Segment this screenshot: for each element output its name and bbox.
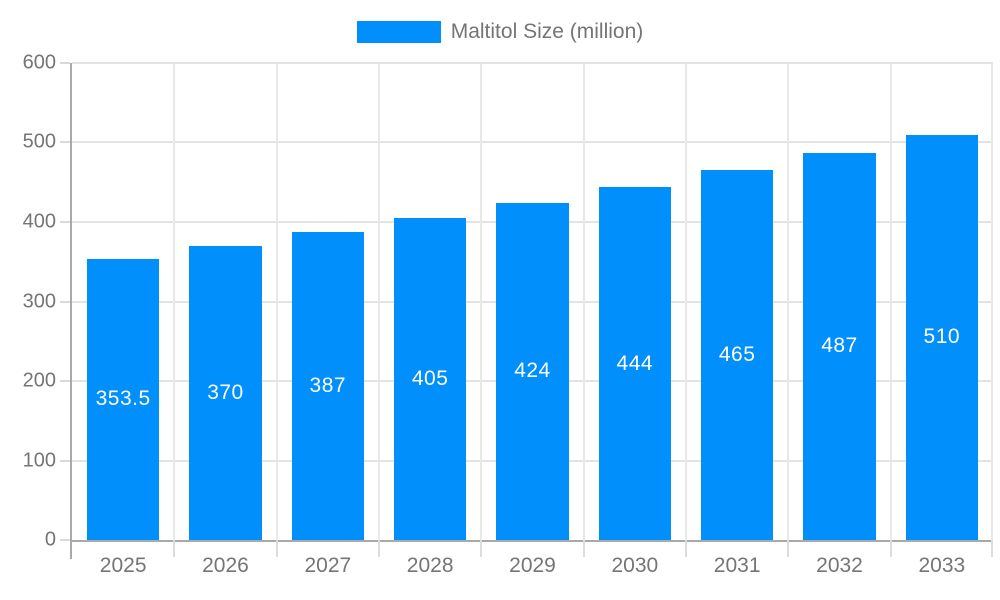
y-axis-tick-mark bbox=[60, 62, 70, 64]
gridline-vertical bbox=[889, 63, 892, 540]
x-axis-tick-mark bbox=[275, 540, 278, 557]
y-axis-tick-label: 500 bbox=[22, 130, 56, 153]
gridline-vertical bbox=[991, 63, 993, 540]
bar-value-label: 405 bbox=[411, 367, 449, 391]
bar-2028[interactable]: 405 bbox=[393, 218, 467, 540]
y-axis-tick-mark bbox=[60, 300, 70, 303]
y-axis-tick-label: 100 bbox=[22, 449, 56, 471]
gridline-vertical bbox=[684, 63, 687, 540]
gridline-horizontal bbox=[72, 62, 993, 64]
x-axis-tick-label: 2033 bbox=[918, 554, 966, 577]
x-axis-tick-mark bbox=[787, 540, 790, 557]
y-axis-labels: 0 100 200 300 400 500 600 bbox=[0, 52, 56, 551]
x-axis-tick-label: 2026 bbox=[202, 554, 249, 577]
x-axis-tick-label: 2032 bbox=[816, 554, 863, 577]
legend-label[interactable]: Maltitol Size (million) bbox=[450, 20, 644, 43]
bar-value-label: 487 bbox=[821, 334, 858, 358]
x-axis-tick-label: 2029 bbox=[509, 554, 556, 577]
x-axis-tick-mark bbox=[480, 540, 483, 557]
bar-value-label: 353.5 bbox=[95, 387, 151, 411]
gridline-vertical bbox=[787, 63, 790, 540]
plot-area: 353.5 2025 370 2026 387 2027 405 2028 424 2029 444… bbox=[60, 62, 993, 577]
gridline-vertical bbox=[377, 63, 380, 540]
bar-2025[interactable]: 353.5 bbox=[86, 258, 160, 540]
y-axis-tick-mark bbox=[60, 141, 70, 144]
y-axis-line bbox=[70, 540, 72, 559]
legend-swatch[interactable] bbox=[356, 21, 441, 43]
y-axis-tick-label: 300 bbox=[22, 290, 56, 312]
bar-2032[interactable]: 487 bbox=[803, 152, 876, 540]
y-axis-tick-label: 200 bbox=[22, 369, 56, 392]
x-axis-tick-label: 2027 bbox=[304, 554, 352, 577]
x-axis-tick-label: 2025 bbox=[99, 554, 147, 577]
x-axis-tick-mark bbox=[889, 540, 892, 557]
gridline-vertical bbox=[173, 63, 176, 540]
gridline-vertical bbox=[582, 63, 585, 540]
bar-2026[interactable]: 370 bbox=[189, 245, 262, 540]
bar-value-label: 444 bbox=[616, 351, 654, 375]
x-axis-tick-mark bbox=[582, 540, 585, 557]
x-axis-tick-label: 2028 bbox=[406, 554, 454, 577]
bar-value-label: 424 bbox=[514, 359, 551, 383]
bar-value-label: 510 bbox=[923, 325, 961, 349]
x-axis-tick-mark bbox=[684, 540, 687, 557]
y-axis-tick-mark bbox=[60, 220, 70, 223]
x-axis-tick-mark bbox=[991, 540, 993, 557]
bar-2029[interactable]: 424 bbox=[496, 202, 569, 540]
x-axis-tick-mark bbox=[377, 540, 380, 557]
bar-2033[interactable]: 510 bbox=[905, 134, 979, 540]
gridline-vertical bbox=[480, 63, 483, 540]
bar-value-label: 370 bbox=[207, 380, 244, 404]
y-axis-tick-mark bbox=[60, 459, 70, 462]
x-axis-tick-mark bbox=[173, 540, 176, 557]
bar-value-label: 465 bbox=[718, 343, 756, 367]
x-axis-tick-label: 2031 bbox=[713, 554, 761, 577]
y-axis-tick-label: 400 bbox=[22, 210, 56, 233]
y-axis-tick-label: 0 bbox=[44, 528, 56, 551]
bar-2031[interactable]: 465 bbox=[700, 170, 774, 540]
bar-2027[interactable]: 387 bbox=[291, 232, 365, 540]
y-axis-tick-mark bbox=[60, 379, 70, 382]
legend: Maltitol Size (million) bbox=[0, 20, 1000, 44]
x-axis-tick-label: 2030 bbox=[611, 554, 659, 577]
y-axis-tick-mark bbox=[60, 539, 70, 541]
bar-value-label: 387 bbox=[309, 374, 347, 398]
bar-2030[interactable]: 444 bbox=[598, 187, 672, 540]
gridline-vertical bbox=[275, 63, 278, 540]
y-axis-tick-label: 600 bbox=[22, 51, 56, 74]
gridline-horizontal bbox=[72, 141, 993, 144]
